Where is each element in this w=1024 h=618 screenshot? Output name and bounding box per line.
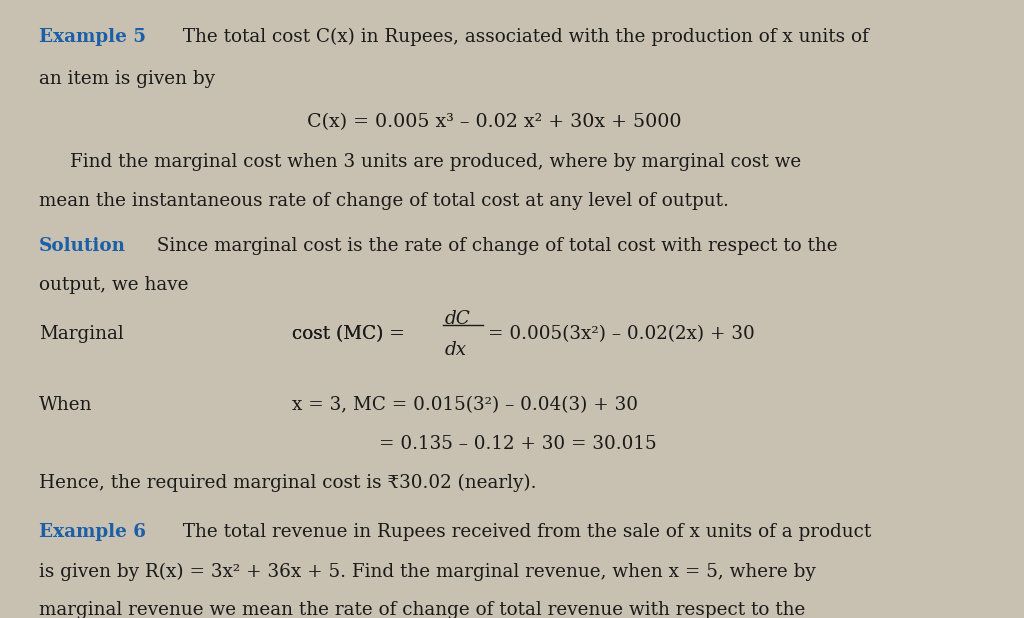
Text: The total revenue in Rupees received from the sale of x units of a product: The total revenue in Rupees received fro… [177,523,871,541]
Text: Example 6: Example 6 [39,523,145,541]
Text: Find the marginal cost when 3 units are produced, where by marginal cost we: Find the marginal cost when 3 units are … [70,153,801,171]
Text: x = 3, MC = 0.015(3²) – 0.04(3) + 30: x = 3, MC = 0.015(3²) – 0.04(3) + 30 [292,396,638,414]
Text: Solution: Solution [39,237,126,255]
Text: mean the instantaneous rate of change of total cost at any level of output.: mean the instantaneous rate of change of… [39,192,729,210]
Text: an item is given by: an item is given by [39,70,215,88]
Text: dC: dC [444,310,471,328]
Text: Since marginal cost is the rate of change of total cost with respect to the: Since marginal cost is the rate of chang… [152,237,838,255]
Text: Marginal: Marginal [39,325,124,343]
Text: dx: dx [444,341,467,358]
Text: cost (MC) =: cost (MC) = [292,325,411,343]
Text: cost (MC) =: cost (MC) = [292,325,411,343]
Text: Example 5: Example 5 [39,28,145,46]
Text: C(x) = 0.005 x³ – 0.02 x² + 30x + 5000: C(x) = 0.005 x³ – 0.02 x² + 30x + 5000 [307,113,682,131]
Text: marginal revenue we mean the rate of change of total revenue with respect to the: marginal revenue we mean the rate of cha… [39,601,805,618]
Text: When: When [39,396,92,414]
Text: = 0.005(3x²) – 0.02(2x) + 30: = 0.005(3x²) – 0.02(2x) + 30 [488,325,755,343]
Text: = 0.135 – 0.12 + 30 = 30.015: = 0.135 – 0.12 + 30 = 30.015 [379,435,656,453]
Text: Hence, the required marginal cost is ₹30.02 (nearly).: Hence, the required marginal cost is ₹30… [39,474,537,493]
Text: The total cost C(x) in Rupees, associated with the production of x units of: The total cost C(x) in Rupees, associate… [177,28,868,46]
Text: output, we have: output, we have [39,276,188,294]
Text: is given by R(x) = 3x² + 36x + 5. Find the marginal revenue, when x = 5, where b: is given by R(x) = 3x² + 36x + 5. Find t… [39,562,816,581]
